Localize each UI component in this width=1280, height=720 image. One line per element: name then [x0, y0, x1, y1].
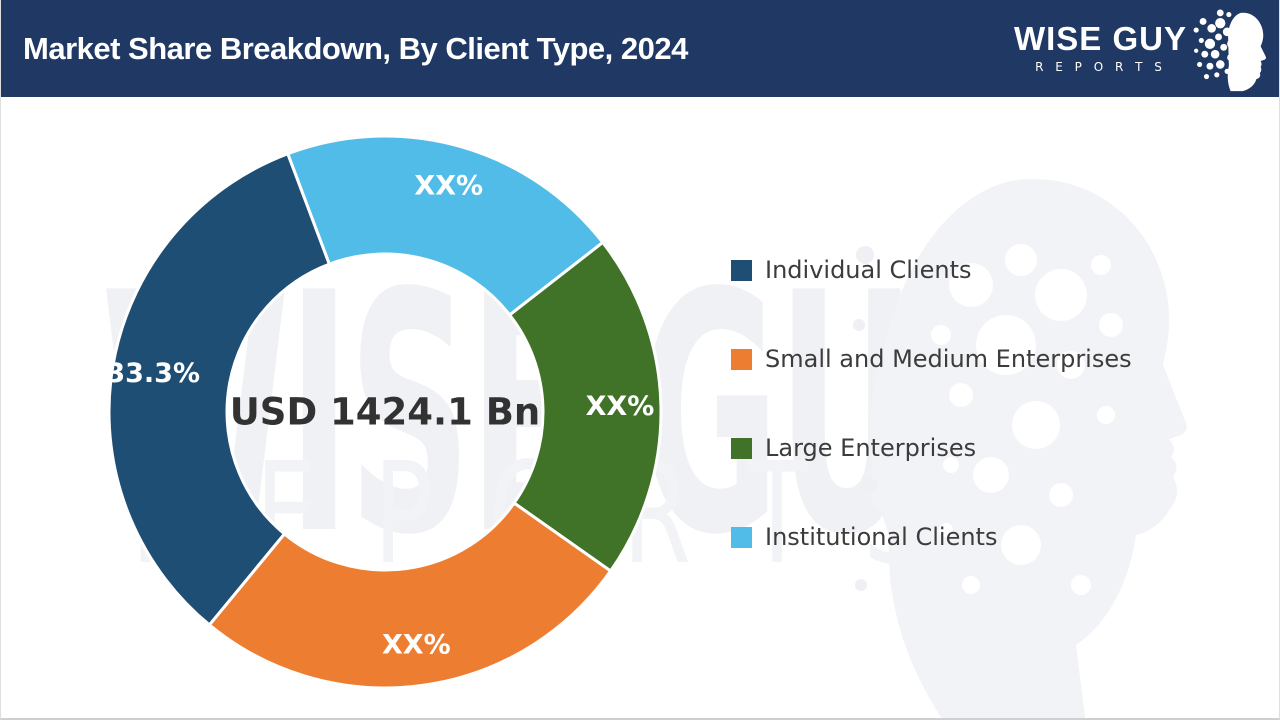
donut-chart: 33.3% XX% XX% XX% USD 1424.1 Bn	[106, 134, 663, 690]
brand-logo: WISE GUY R E P O R T S	[1014, 6, 1267, 92]
legend-label: Large Enterprises	[765, 434, 977, 462]
donut-segment-institutional-clients	[285, 134, 605, 318]
legend-item-individual-clients: Individual Clients	[731, 256, 1132, 284]
donut-segment-large-enterprises	[507, 240, 663, 574]
segment-percent-label: 33.3%	[106, 358, 200, 389]
legend-item-large-enterprises: Large Enterprises	[731, 434, 1132, 462]
header-bar: Market Share Breakdown, By Client Type, …	[1, 0, 1279, 97]
legend-swatch-institutional-clients	[731, 526, 752, 548]
donut-segment-individual-clients	[107, 151, 332, 628]
donut-segment-small-and-medium-enterprises	[207, 500, 613, 690]
segment-percent-label: XX%	[414, 170, 483, 201]
legend-item-small-medium-enterprises: Small and Medium Enterprises	[731, 345, 1132, 373]
legend-swatch-large-enterprises	[731, 437, 752, 459]
segment-percent-label: XX%	[382, 629, 451, 660]
page-title: Market Share Breakdown, By Client Type, …	[23, 31, 688, 66]
segment-percent-label: XX%	[586, 391, 655, 422]
logo-reports-text: R E P O R T S	[1035, 60, 1166, 74]
center-value: USD 1424.1 Bn	[230, 391, 541, 434]
legend-item-institutional-clients: Institutional Clients	[731, 523, 1132, 551]
logo-wiseguy-text: WISE GUY	[1013, 20, 1187, 57]
legend-swatch-small-medium-enterprises	[731, 348, 752, 370]
legend-label: Individual Clients	[765, 256, 972, 284]
legend: Individual Clients Small and Medium Ente…	[731, 256, 1132, 551]
legend-swatch-individual-clients	[731, 259, 752, 281]
logo-head-icon	[1193, 9, 1267, 92]
legend-label: Institutional Clients	[765, 523, 998, 551]
legend-label: Small and Medium Enterprises	[765, 345, 1132, 373]
